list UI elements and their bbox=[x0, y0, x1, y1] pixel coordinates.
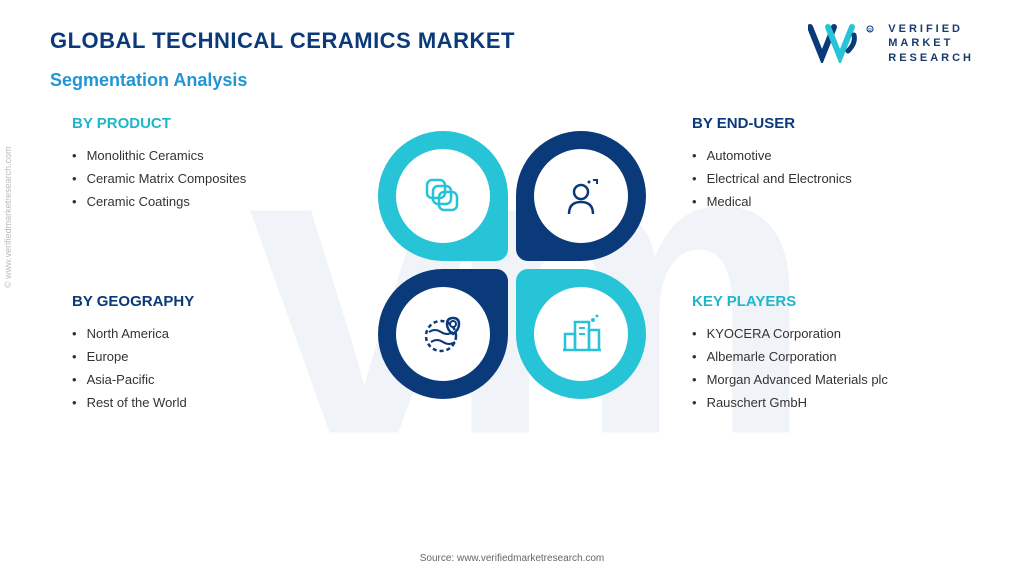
svg-text:R: R bbox=[868, 28, 872, 34]
logo-mark-icon: R bbox=[808, 23, 878, 63]
center-infographic bbox=[372, 125, 652, 405]
logo-text: VERIFIED MARKET RESEARCH bbox=[888, 22, 974, 65]
list-item: Ceramic Coatings bbox=[72, 190, 332, 213]
list-item: Electrical and Electronics bbox=[692, 167, 952, 190]
petal-inner bbox=[396, 149, 490, 243]
list-item: Rauschert GmbH bbox=[692, 391, 952, 414]
petal-inner bbox=[534, 149, 628, 243]
product-list: Monolithic CeramicsCeramic Matrix Compos… bbox=[72, 144, 332, 213]
list-item: Rest of the World bbox=[72, 391, 332, 414]
keyplayers-list: KYOCERA CorporationAlbemarle Corporation… bbox=[692, 322, 952, 414]
list-item: Automotive bbox=[692, 144, 952, 167]
list-item: Europe bbox=[72, 345, 332, 368]
left-column: BY PRODUCT Monolithic CeramicsCeramic Ma… bbox=[72, 115, 332, 414]
section-heading: BY END-USER bbox=[692, 115, 952, 132]
list-item: Albemarle Corporation bbox=[692, 345, 952, 368]
right-column: BY END-USER AutomotiveElectrical and Ele… bbox=[692, 115, 952, 414]
section-enduser: BY END-USER AutomotiveElectrical and Ele… bbox=[692, 115, 952, 213]
list-item: KYOCERA Corporation bbox=[692, 322, 952, 345]
brand-logo: R VERIFIED MARKET RESEARCH bbox=[808, 22, 974, 65]
petal-inner bbox=[396, 287, 490, 381]
list-item: Morgan Advanced Materials plc bbox=[692, 368, 952, 391]
main-layout: BY PRODUCT Monolithic CeramicsCeramic Ma… bbox=[50, 115, 974, 414]
list-item: Medical bbox=[692, 190, 952, 213]
petal-geography bbox=[378, 269, 508, 399]
petal-inner bbox=[534, 287, 628, 381]
geography-list: North AmericaEuropeAsia-PacificRest of t… bbox=[72, 322, 332, 414]
section-heading: KEY PLAYERS bbox=[692, 293, 952, 310]
source-text: Source: www.verifiedmarketresearch.com bbox=[420, 553, 605, 564]
section-product: BY PRODUCT Monolithic CeramicsCeramic Ma… bbox=[72, 115, 332, 213]
section-keyplayers: KEY PLAYERS KYOCERA CorporationAlbemarle… bbox=[692, 293, 952, 414]
list-item: Ceramic Matrix Composites bbox=[72, 167, 332, 190]
user-icon bbox=[559, 174, 603, 218]
main-container: GLOBAL TECHNICAL CERAMICS MARKET R VERIF… bbox=[0, 0, 1024, 576]
petal-enduser bbox=[516, 131, 646, 261]
section-heading: BY PRODUCT bbox=[72, 115, 332, 132]
section-heading: BY GEOGRAPHY bbox=[72, 293, 332, 310]
layers-icon bbox=[421, 174, 465, 218]
list-item: Monolithic Ceramics bbox=[72, 144, 332, 167]
page-subtitle: Segmentation Analysis bbox=[50, 70, 974, 91]
section-geography: BY GEOGRAPHY North AmericaEuropeAsia-Pac… bbox=[72, 293, 332, 414]
petal-keyplayers bbox=[516, 269, 646, 399]
enduser-list: AutomotiveElectrical and ElectronicsMedi… bbox=[692, 144, 952, 213]
building-icon bbox=[559, 312, 603, 356]
globe-icon bbox=[421, 312, 465, 356]
list-item: Asia-Pacific bbox=[72, 368, 332, 391]
petal-product bbox=[378, 131, 508, 261]
list-item: North America bbox=[72, 322, 332, 345]
